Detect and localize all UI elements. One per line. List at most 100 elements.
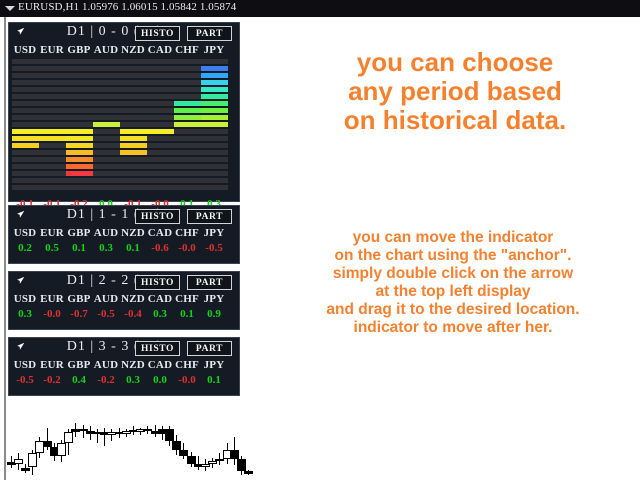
candle-body <box>236 459 246 472</box>
histogram-segment <box>11 129 39 134</box>
candlestick <box>208 398 218 480</box>
candlestick <box>35 398 45 480</box>
histogram-segment <box>65 108 93 113</box>
histogram-segment <box>119 185 147 190</box>
histogram-segment <box>119 178 147 183</box>
histogram-segment <box>173 129 201 134</box>
histogram-segment <box>65 94 93 99</box>
candle-body <box>28 453 38 467</box>
histogram-segment <box>65 143 93 148</box>
histo-button[interactable]: HISTO <box>135 341 180 356</box>
histogram-segment <box>146 94 174 99</box>
histogram-segment <box>146 150 174 155</box>
candle-wick <box>111 429 113 442</box>
candlestick <box>172 398 182 480</box>
anchor-arrow-icon[interactable] <box>13 208 28 223</box>
histogram-segment <box>173 143 201 148</box>
histo-button[interactable]: HISTO <box>135 275 180 290</box>
currency-label-aud: AUD <box>93 293 119 305</box>
histogram-segment <box>11 143 39 148</box>
candle-body <box>107 432 117 436</box>
histogram-segment <box>119 122 147 127</box>
value-nzd: 0.1 <box>126 242 140 254</box>
histogram-segment <box>11 59 39 64</box>
candlestick <box>13 398 23 480</box>
histogram-segment <box>65 136 93 141</box>
histogram-segment <box>200 66 228 71</box>
currency-label-gbp: GBP <box>67 359 91 371</box>
indicator-panel[interactable]: D1 | 1 - 1 ( 1 ) HISTO PART USD EUR GBP AUD NZD… <box>8 205 240 264</box>
candlestick <box>107 398 117 480</box>
candle-wick <box>104 427 106 446</box>
candlestick <box>42 398 52 480</box>
currency-label-chf: CHF <box>175 44 199 56</box>
indicator-panel[interactable]: D1 | 0 - 0 ( 1 ) HISTO PART USD EUR GBP AUD NZD… <box>8 22 240 210</box>
part-button[interactable]: PART <box>187 275 232 290</box>
candle-body <box>121 430 131 434</box>
histogram-segment <box>200 150 228 155</box>
histogram-segment <box>146 59 174 64</box>
candle-body <box>13 459 23 464</box>
panel-header: D1 | 2 - 2 ( 1 ) HISTO PART <box>9 272 239 293</box>
histogram-segment <box>38 73 66 78</box>
histogram-segment <box>200 136 228 141</box>
currency-header-row: USD EUR GBP AUD NZD CAD CHF JPY <box>9 359 239 374</box>
annotation-bottom-line: you can move the indicator <box>352 229 554 246</box>
indicator-panel[interactable]: D1 | 2 - 2 ( 1 ) HISTO PART USD EUR GBP AUD NZD… <box>8 271 240 330</box>
histogram-segment <box>119 108 147 113</box>
indicator-panel[interactable]: D1 | 3 - 3 ( 1 ) HISTO PART USD EUR GBP AUD NZD… <box>8 337 240 396</box>
anchor-arrow-icon[interactable] <box>13 274 28 289</box>
candle-body <box>229 450 239 460</box>
value-aud: 0.3 <box>99 242 113 254</box>
histogram-segment <box>38 80 66 85</box>
histo-button[interactable]: HISTO <box>135 26 180 41</box>
currency-label-gbp: GBP <box>67 44 91 56</box>
histogram-column-nzd <box>119 59 147 192</box>
candlestick <box>150 398 160 480</box>
histogram-segment <box>65 87 93 92</box>
anchor-arrow-icon[interactable] <box>13 340 28 355</box>
value-cad: -0.6 <box>151 242 169 254</box>
part-button[interactable]: PART <box>187 341 232 356</box>
histogram-segment <box>92 136 120 141</box>
annotation-bottom-line: simply double click on the arrow <box>332 265 574 282</box>
histogram-segment <box>65 122 93 127</box>
histogram-segment <box>92 80 120 85</box>
currency-label-eur: EUR <box>40 293 64 305</box>
candlestick <box>179 398 189 480</box>
currency-label-usd: USD <box>13 227 37 239</box>
histogram-segment <box>200 73 228 78</box>
histogram-segment <box>11 80 39 85</box>
histogram-column-usd <box>11 59 39 192</box>
candlestick <box>28 398 38 480</box>
histogram-segment <box>173 136 201 141</box>
histogram-segment <box>38 66 66 71</box>
histogram-segment <box>146 185 174 190</box>
part-button[interactable]: PART <box>187 209 232 224</box>
triangle-down-icon[interactable] <box>5 6 15 11</box>
value-cad: 0.0 <box>153 374 167 386</box>
histogram-segment <box>92 66 120 71</box>
histogram-segment <box>92 143 120 148</box>
annotation-bottom-line: at the top left display <box>375 283 531 300</box>
histogram-segment <box>119 157 147 162</box>
anchor-arrow-icon[interactable] <box>13 25 28 40</box>
candle-body <box>35 441 45 454</box>
histogram-segment <box>119 171 147 176</box>
histogram-column-eur <box>38 59 66 192</box>
histogram-segment <box>38 150 66 155</box>
candle-body <box>179 450 189 457</box>
part-button[interactable]: PART <box>187 26 232 41</box>
histogram-segment <box>119 59 147 64</box>
histo-button[interactable]: HISTO <box>135 209 180 224</box>
histogram-segment <box>65 80 93 85</box>
histogram-segment <box>65 178 93 183</box>
histogram-segment <box>119 80 147 85</box>
currency-header-row: USD EUR GBP AUD NZD CAD CHF JPY <box>9 227 239 242</box>
candle-body <box>56 442 66 457</box>
candle-body <box>172 441 182 451</box>
histogram-segment <box>146 87 174 92</box>
panel-header: D1 | 0 - 0 ( 1 ) HISTO PART <box>9 23 239 44</box>
value-jpy: 0.9 <box>207 308 221 320</box>
histogram-segment <box>173 101 201 106</box>
